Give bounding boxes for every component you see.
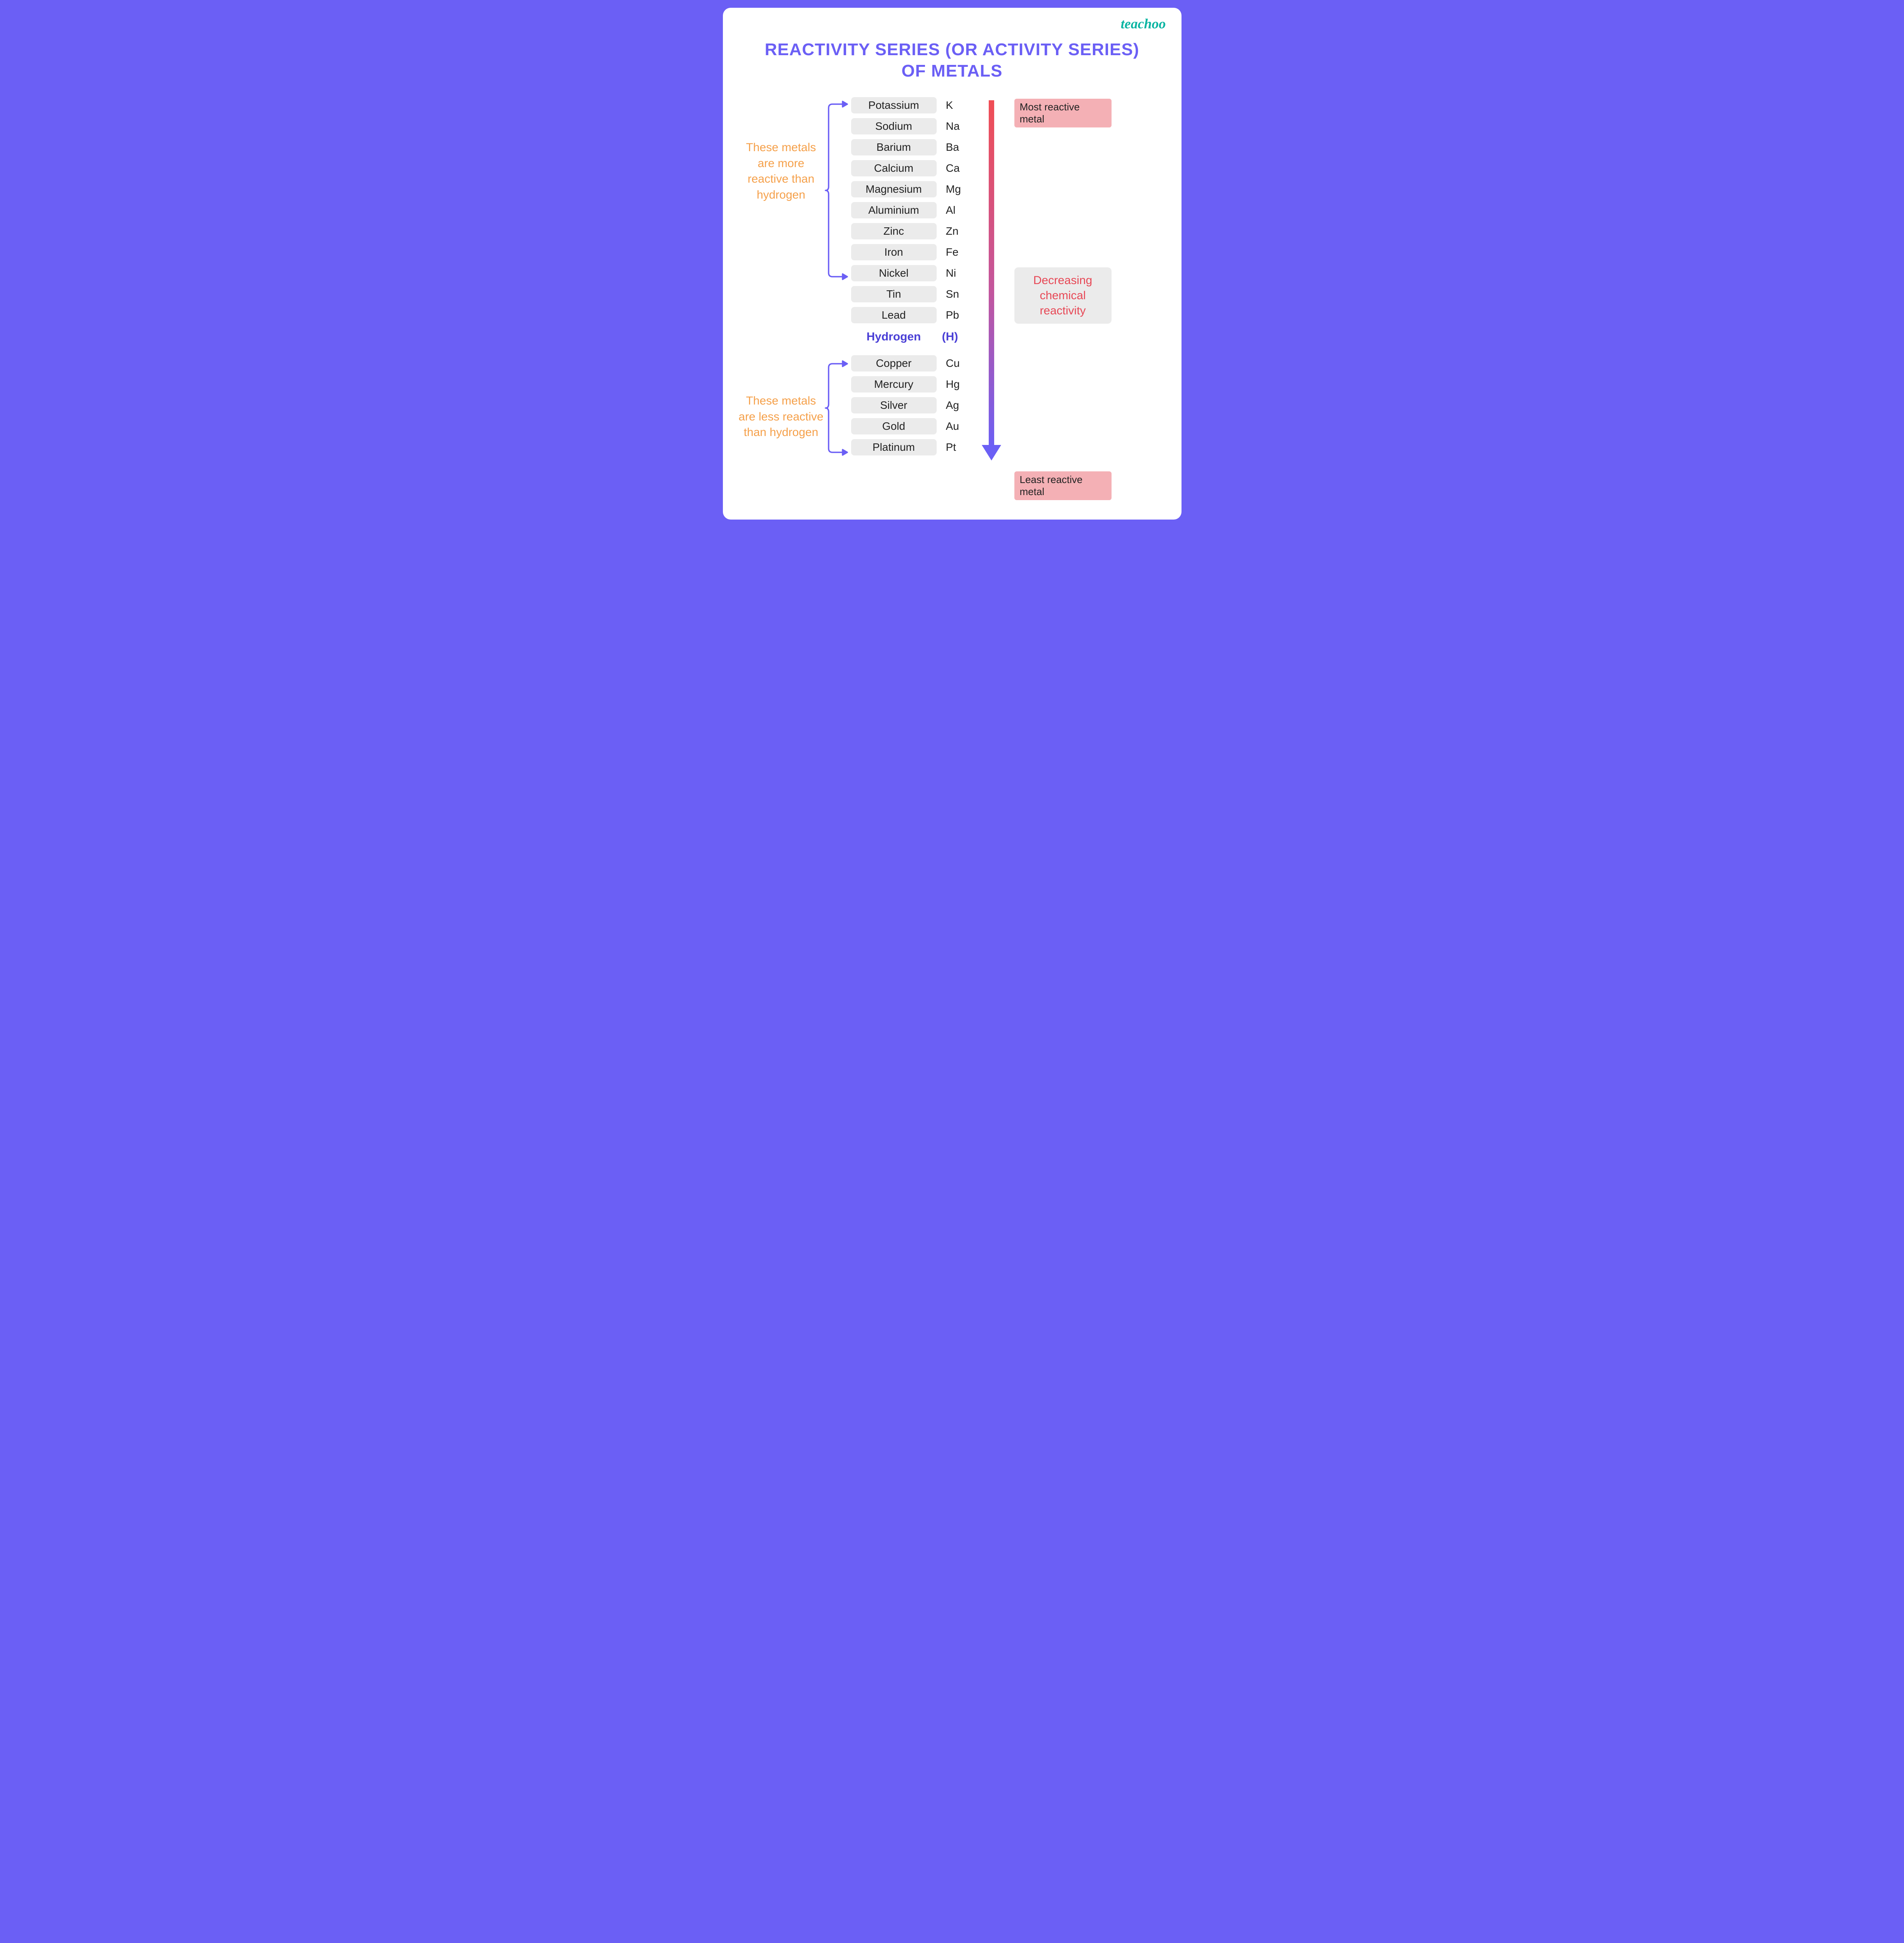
element-names-column: Potassium Sodium Barium Calcium Magnesium Alu… bbox=[851, 97, 937, 460]
element-name-upper-3: Calcium bbox=[851, 160, 937, 176]
element-name-lower-3: Gold bbox=[851, 418, 937, 434]
title-line-1: REACTIVITY SERIES (OR ACTIVITY SERIES) bbox=[765, 40, 1140, 59]
element-symbol-lower-1: Hg bbox=[937, 376, 979, 392]
element-symbol-upper-6: Zn bbox=[937, 223, 979, 239]
element-name-upper-10: Lead bbox=[851, 307, 937, 323]
element-symbol-upper-0: K bbox=[937, 97, 979, 113]
element-name-upper-5: Aluminium bbox=[851, 202, 937, 218]
element-name-upper-9: Tin bbox=[851, 286, 937, 302]
element-name-upper-4: Magnesium bbox=[851, 181, 937, 197]
element-name-upper-6: Zinc bbox=[851, 223, 937, 239]
least-reactive-badge: Least reactive metal bbox=[1014, 471, 1112, 500]
element-name-upper-0: Potassium bbox=[851, 97, 937, 113]
right-labels-column: Most reactive metal Decreasing chemical … bbox=[1014, 97, 1112, 500]
hydrogen-symbol: (H) bbox=[937, 329, 979, 345]
element-symbol-lower-2: Ag bbox=[937, 397, 979, 413]
element-symbol-lower-3: Au bbox=[937, 418, 979, 434]
title-line-2: OF METALS bbox=[902, 61, 1003, 80]
element-symbol-upper-10: Pb bbox=[937, 307, 979, 323]
hydrogen-name: Hydrogen bbox=[851, 329, 937, 345]
lower-reactive-label: These metals are less reactive than hydr… bbox=[738, 393, 824, 441]
reactivity-arrow-icon bbox=[979, 97, 1003, 462]
element-symbol-lower-4: Pt bbox=[937, 439, 979, 455]
element-symbol-upper-3: Ca bbox=[937, 160, 979, 176]
content-grid: These metals are more reactive than hydr… bbox=[738, 97, 1166, 500]
element-name-upper-2: Barium bbox=[851, 139, 937, 155]
element-symbol-upper-9: Sn bbox=[937, 286, 979, 302]
element-name-upper-1: Sodium bbox=[851, 118, 937, 134]
infographic-card: teachoo REACTIVITY SERIES (OR ACTIVITY S… bbox=[723, 8, 1181, 520]
element-symbol-upper-1: Na bbox=[937, 118, 979, 134]
logo-text: teachoo bbox=[1121, 16, 1166, 32]
element-symbol-lower-0: Cu bbox=[937, 355, 979, 372]
lower-bracket-icon bbox=[824, 357, 851, 459]
upper-reactive-label: These metals are more reactive than hydr… bbox=[738, 140, 824, 203]
element-name-lower-2: Silver bbox=[851, 397, 937, 413]
element-symbol-upper-5: Al bbox=[937, 202, 979, 218]
most-reactive-badge: Most reactive metal bbox=[1014, 99, 1112, 127]
main-title: REACTIVITY SERIES (OR ACTIVITY SERIES) O… bbox=[738, 39, 1166, 82]
element-name-lower-1: Mercury bbox=[851, 376, 937, 392]
decreasing-reactivity-label: Decreasing chemical reactivity bbox=[1014, 267, 1112, 324]
element-name-upper-7: Iron bbox=[851, 244, 937, 260]
element-name-lower-0: Copper bbox=[851, 355, 937, 372]
left-labels-column: These metals are more reactive than hydr… bbox=[738, 97, 824, 441]
element-symbol-upper-8: Ni bbox=[937, 265, 979, 281]
element-symbol-upper-4: Mg bbox=[937, 181, 979, 197]
brackets-column bbox=[824, 97, 851, 459]
upper-bracket-icon bbox=[824, 97, 851, 283]
element-name-lower-4: Platinum bbox=[851, 439, 937, 455]
gradient-arrow-column bbox=[979, 97, 1014, 462]
element-name-upper-8: Nickel bbox=[851, 265, 937, 281]
element-symbol-upper-7: Fe bbox=[937, 244, 979, 260]
element-symbols-column: K Na Ba Ca Mg Al Zn Fe Ni Sn Pb (H) Cu Hg Ag Au Pt bbox=[937, 97, 979, 460]
element-symbol-upper-2: Ba bbox=[937, 139, 979, 155]
